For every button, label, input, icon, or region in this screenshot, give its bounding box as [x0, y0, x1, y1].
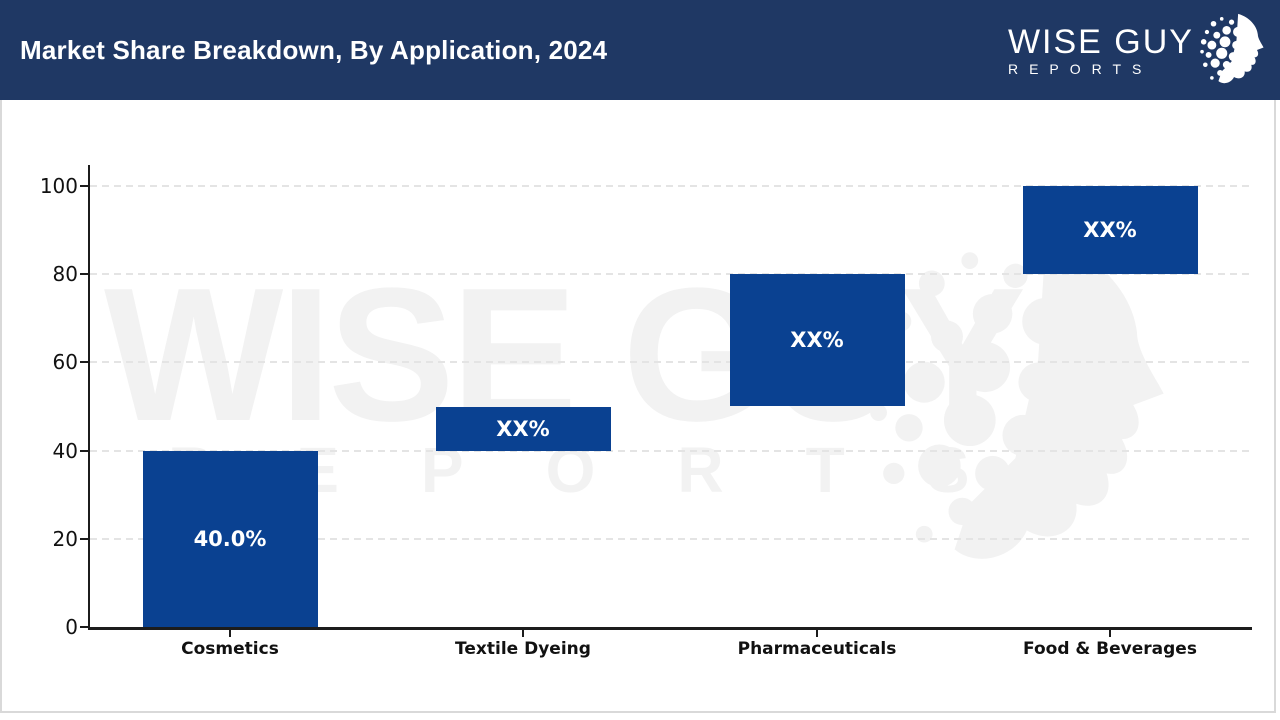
- logo-head-icon: [1200, 13, 1264, 84]
- logo-subtitle: REPORTS: [1007, 60, 1153, 77]
- header: Market Share Breakdown, By Application, …: [0, 0, 1280, 100]
- watermark: WISE GUY REPORTS: [0, 100, 1280, 720]
- logo-wordmark: WISE GUY: [1007, 22, 1194, 61]
- logo: WISE GUY REPORTS: [1008, 7, 1266, 93]
- page-title: Market Share Breakdown, By Application, …: [20, 34, 608, 65]
- logo-text: WISE GUY REPORTS: [1008, 24, 1194, 77]
- watermark-head-icon: [870, 237, 1164, 559]
